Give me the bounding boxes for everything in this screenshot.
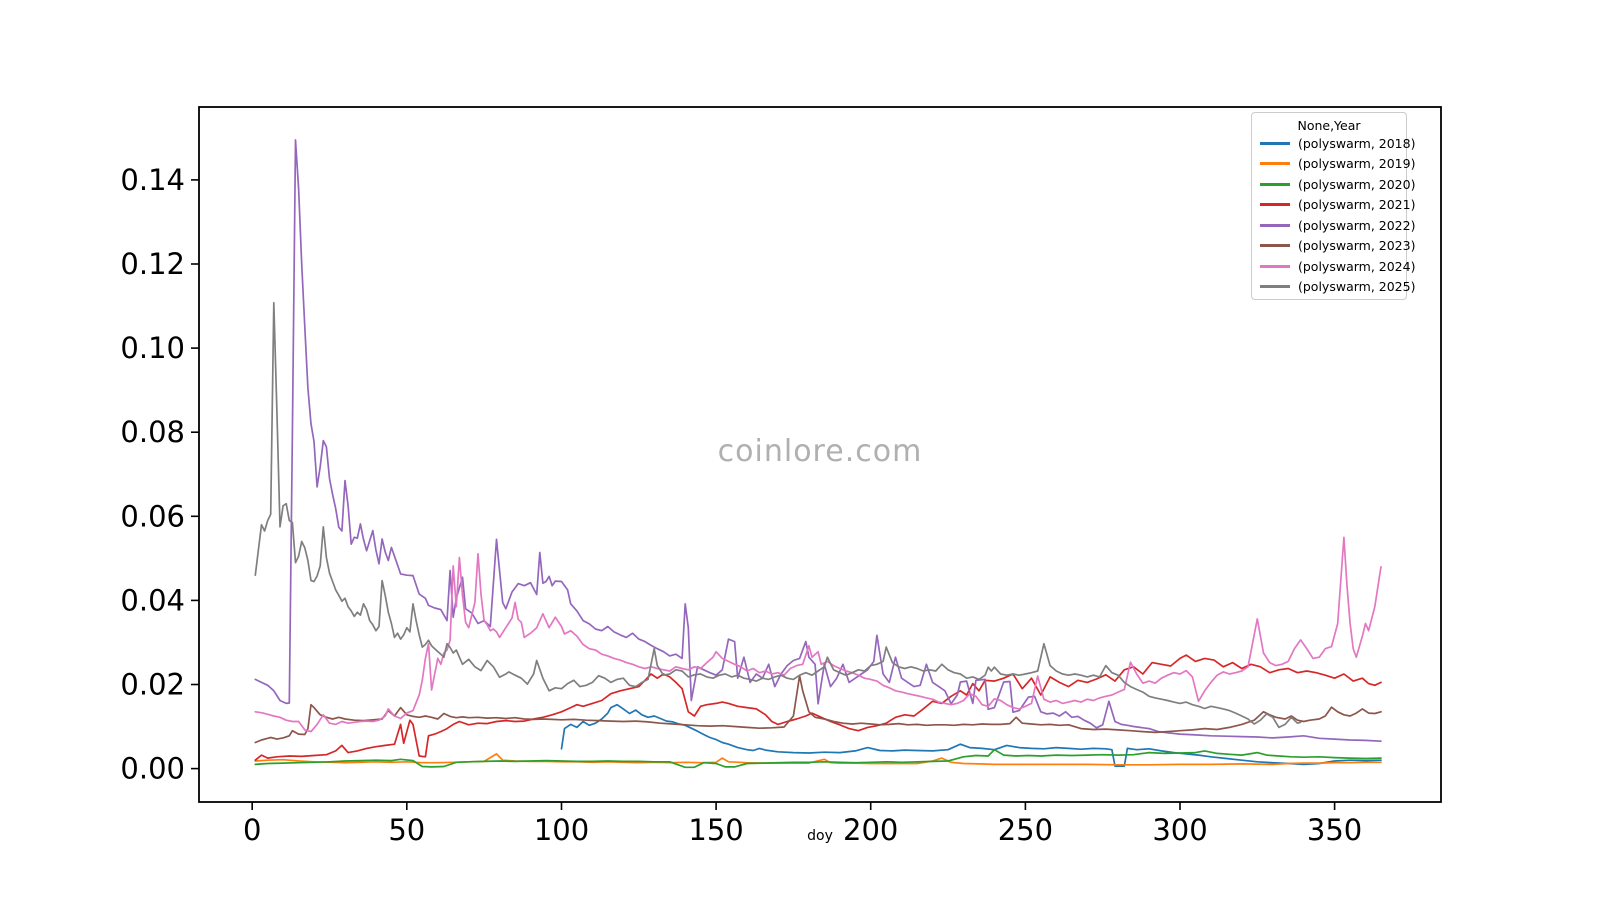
y-tick-label: 0.08 — [120, 415, 185, 449]
legend-swatch-2023 — [1260, 244, 1290, 248]
legend-swatch-2019 — [1260, 162, 1290, 166]
legend-swatch-2018 — [1260, 141, 1290, 145]
legend-label-2020: (polyswarm, 2020) — [1298, 176, 1416, 192]
y-tick-label: 0.04 — [120, 583, 185, 617]
legend-label-2024: (polyswarm, 2024) — [1298, 258, 1416, 274]
legend-item-2018: (polyswarm, 2018) — [1252, 133, 1415, 154]
series-line-2025 — [254, 301, 1302, 729]
x-tick-label: 350 — [1307, 813, 1362, 847]
series-line-2019 — [254, 753, 1382, 766]
legend-label-2025: (polyswarm, 2025) — [1298, 279, 1416, 295]
legend-rows: (polyswarm, 2018) (polyswarm, 2019) (polys… — [1252, 133, 1415, 298]
y-tick-label: 0.14 — [120, 163, 185, 197]
legend-item-2025: (polyswarm, 2025) — [1252, 277, 1415, 298]
series-line-2023 — [254, 674, 1382, 744]
legend-label-2023: (polyswarm, 2023) — [1298, 238, 1416, 254]
legend-title: None,Year — [1297, 118, 1361, 133]
x-tick-label: 0 — [243, 813, 261, 847]
x-tick-label: 100 — [534, 813, 589, 847]
series-line-2022 — [254, 139, 1382, 743]
x-axis-label: doy — [807, 828, 833, 844]
legend: None,Year (polyswarm, 2018) (polyswarm, 2… — [1251, 112, 1415, 300]
x-tick-label: 200 — [843, 813, 898, 847]
legend-label-2021: (polyswarm, 2021) — [1298, 197, 1416, 213]
x-tick-label: 300 — [1152, 813, 1207, 847]
legend-label-2019: (polyswarm, 2019) — [1298, 156, 1416, 172]
series-line-2018 — [560, 703, 1382, 767]
legend-item-2021: (polyswarm, 2021) — [1252, 195, 1415, 216]
y-tick-label: 0.02 — [120, 668, 185, 702]
legend-item-2019: (polyswarm, 2019) — [1252, 154, 1415, 175]
legend-label-2022: (polyswarm, 2022) — [1298, 217, 1416, 233]
legend-item-2023: (polyswarm, 2023) — [1252, 236, 1415, 257]
legend-swatch-2022 — [1260, 223, 1290, 227]
y-tick-label: 0.06 — [120, 499, 185, 533]
y-tick-label: 0.12 — [120, 247, 185, 281]
x-tick-label: 50 — [388, 813, 425, 847]
watermark: coinlore.com — [717, 434, 923, 469]
y-tick-label: 0.10 — [120, 331, 185, 365]
y-tick-label: 0.00 — [120, 752, 185, 786]
x-tick-label: 150 — [688, 813, 743, 847]
legend-swatch-2021 — [1260, 203, 1290, 207]
legend-swatch-2024 — [1260, 264, 1290, 268]
legend-item-2020: (polyswarm, 2020) — [1252, 174, 1415, 195]
x-tick-label: 250 — [998, 813, 1053, 847]
legend-item-2022: (polyswarm, 2022) — [1252, 215, 1415, 236]
plot-border — [198, 106, 1442, 803]
series-line-2024 — [254, 536, 1382, 733]
series-line-2021 — [254, 654, 1382, 762]
series-line-2020 — [254, 748, 1382, 769]
legend-label-2018: (polyswarm, 2018) — [1298, 135, 1416, 151]
legend-item-2024: (polyswarm, 2024) — [1252, 256, 1415, 277]
legend-swatch-2025 — [1260, 285, 1290, 289]
legend-swatch-2020 — [1260, 182, 1290, 186]
